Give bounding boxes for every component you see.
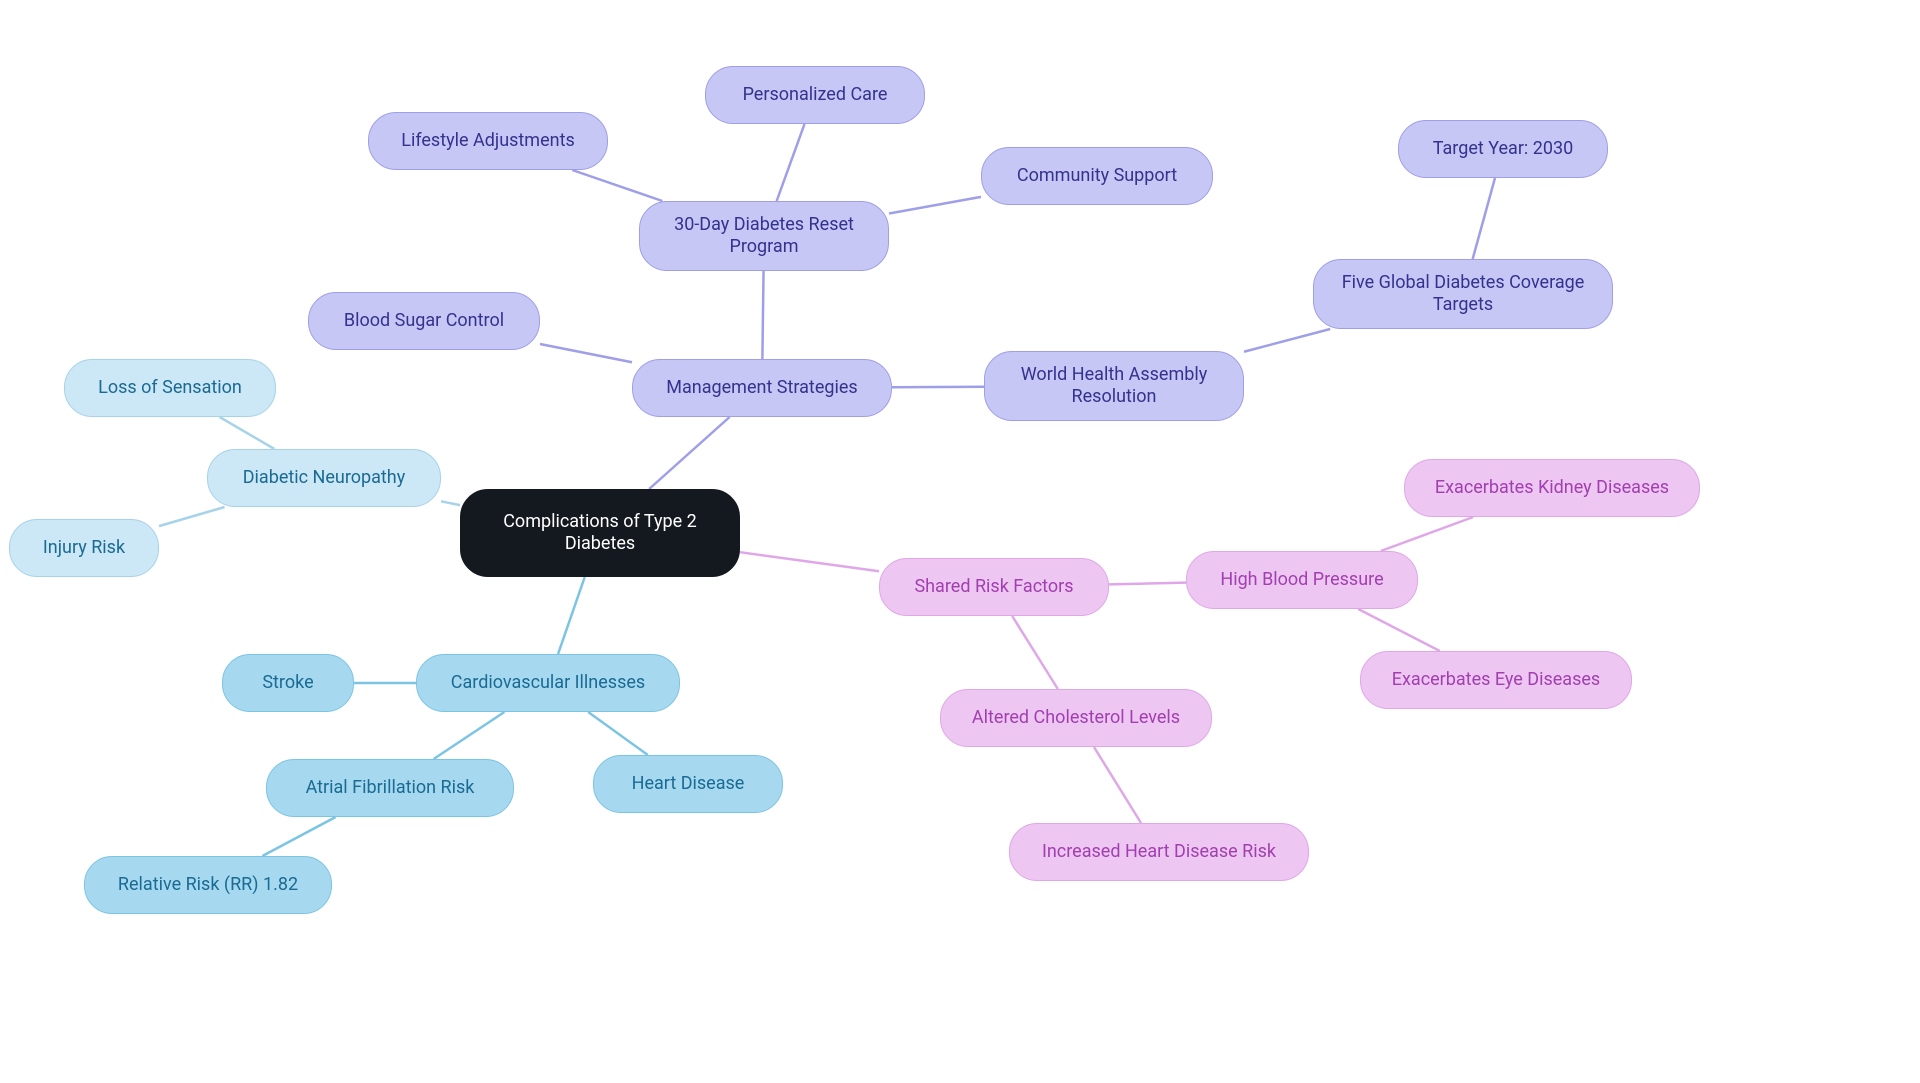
edge-srf-hbp [1109, 583, 1186, 585]
node-label: Heart Disease [632, 773, 745, 796]
node-wha[interactable]: World Health Assembly Resolution [984, 351, 1244, 421]
node-label: Exacerbates Eye Diseases [1392, 669, 1600, 692]
edge-mgmt-bsc [540, 344, 632, 362]
node-label: Management Strategies [666, 377, 857, 400]
node-label: Personalized Care [743, 84, 888, 107]
edge-root-mgmt [649, 417, 729, 489]
node-label: Complications of Type 2 Diabetes [483, 511, 717, 556]
node-stroke[interactable]: Stroke [222, 654, 354, 712]
node-eye[interactable]: Exacerbates Eye Diseases [1360, 651, 1632, 709]
node-label: Altered Cholesterol Levels [972, 707, 1180, 730]
node-year[interactable]: Target Year: 2030 [1398, 120, 1608, 178]
edge-neuro-loss [220, 417, 275, 449]
edge-hbp-kid [1381, 517, 1473, 551]
node-label: Atrial Fibrillation Risk [306, 777, 475, 800]
node-label: World Health Assembly Resolution [1007, 364, 1221, 409]
edge-mgmt-reset [762, 271, 763, 359]
node-neuro[interactable]: Diabetic Neuropathy [207, 449, 441, 507]
edge-root-neuro [441, 501, 460, 505]
edge-srf-acl [1012, 616, 1058, 689]
node-comm[interactable]: Community Support [981, 147, 1213, 205]
edge-neuro-inj [159, 507, 225, 526]
node-ihd[interactable]: Increased Heart Disease Risk [1009, 823, 1309, 881]
edge-mgmt-wha [892, 387, 984, 388]
node-label: Community Support [1017, 165, 1177, 188]
node-life[interactable]: Lifestyle Adjustments [368, 112, 608, 170]
edge-acl-ihd [1094, 747, 1141, 823]
node-root[interactable]: Complications of Type 2 Diabetes [460, 489, 740, 577]
node-reset[interactable]: 30-Day Diabetes Reset Program [639, 201, 889, 271]
node-loss[interactable]: Loss of Sensation [64, 359, 276, 417]
node-label: Five Global Diabetes Coverage Targets [1336, 272, 1590, 317]
node-label: Cardiovascular Illnesses [451, 672, 645, 695]
node-hd[interactable]: Heart Disease [593, 755, 783, 813]
edge-hbp-eye [1358, 609, 1439, 651]
node-label: Target Year: 2030 [1433, 138, 1573, 161]
edge-five-year [1473, 178, 1495, 259]
node-label: Lifestyle Adjustments [401, 130, 575, 153]
node-label: Blood Sugar Control [344, 310, 504, 333]
node-label: Diabetic Neuropathy [243, 467, 406, 490]
edge-reset-life [572, 170, 662, 201]
edge-wha-five [1244, 329, 1330, 352]
node-pc[interactable]: Personalized Care [705, 66, 925, 124]
node-hbp[interactable]: High Blood Pressure [1186, 551, 1418, 609]
edge-layer [0, 0, 1920, 1083]
node-srf[interactable]: Shared Risk Factors [879, 558, 1109, 616]
node-label: Increased Heart Disease Risk [1042, 841, 1276, 864]
node-label: High Blood Pressure [1220, 569, 1383, 592]
node-rr[interactable]: Relative Risk (RR) 1.82 [84, 856, 332, 914]
node-inj[interactable]: Injury Risk [9, 519, 159, 577]
node-acl[interactable]: Altered Cholesterol Levels [940, 689, 1212, 747]
edge-reset-pc [777, 124, 805, 201]
node-label: Loss of Sensation [98, 377, 242, 400]
node-cvd[interactable]: Cardiovascular Illnesses [416, 654, 680, 712]
node-bsc[interactable]: Blood Sugar Control [308, 292, 540, 350]
node-mgmt[interactable]: Management Strategies [632, 359, 892, 417]
node-label: Exacerbates Kidney Diseases [1435, 477, 1669, 500]
edge-reset-comm [889, 197, 981, 214]
node-five[interactable]: Five Global Diabetes Coverage Targets [1313, 259, 1613, 329]
edge-cvd-af [434, 712, 505, 759]
node-kid[interactable]: Exacerbates Kidney Diseases [1404, 459, 1700, 517]
edge-root-cvd [558, 577, 585, 654]
edge-af-rr [262, 817, 335, 856]
edge-cvd-hd [588, 712, 648, 755]
node-label: Shared Risk Factors [914, 576, 1073, 599]
node-label: Injury Risk [43, 537, 125, 560]
node-label: Relative Risk (RR) 1.82 [118, 874, 298, 897]
mindmap-canvas: Complications of Type 2 Diabetes Manageme… [0, 0, 1920, 1083]
node-label: 30-Day Diabetes Reset Program [662, 214, 866, 259]
edge-root-srf [740, 552, 879, 571]
node-label: Stroke [262, 672, 313, 695]
node-af[interactable]: Atrial Fibrillation Risk [266, 759, 514, 817]
